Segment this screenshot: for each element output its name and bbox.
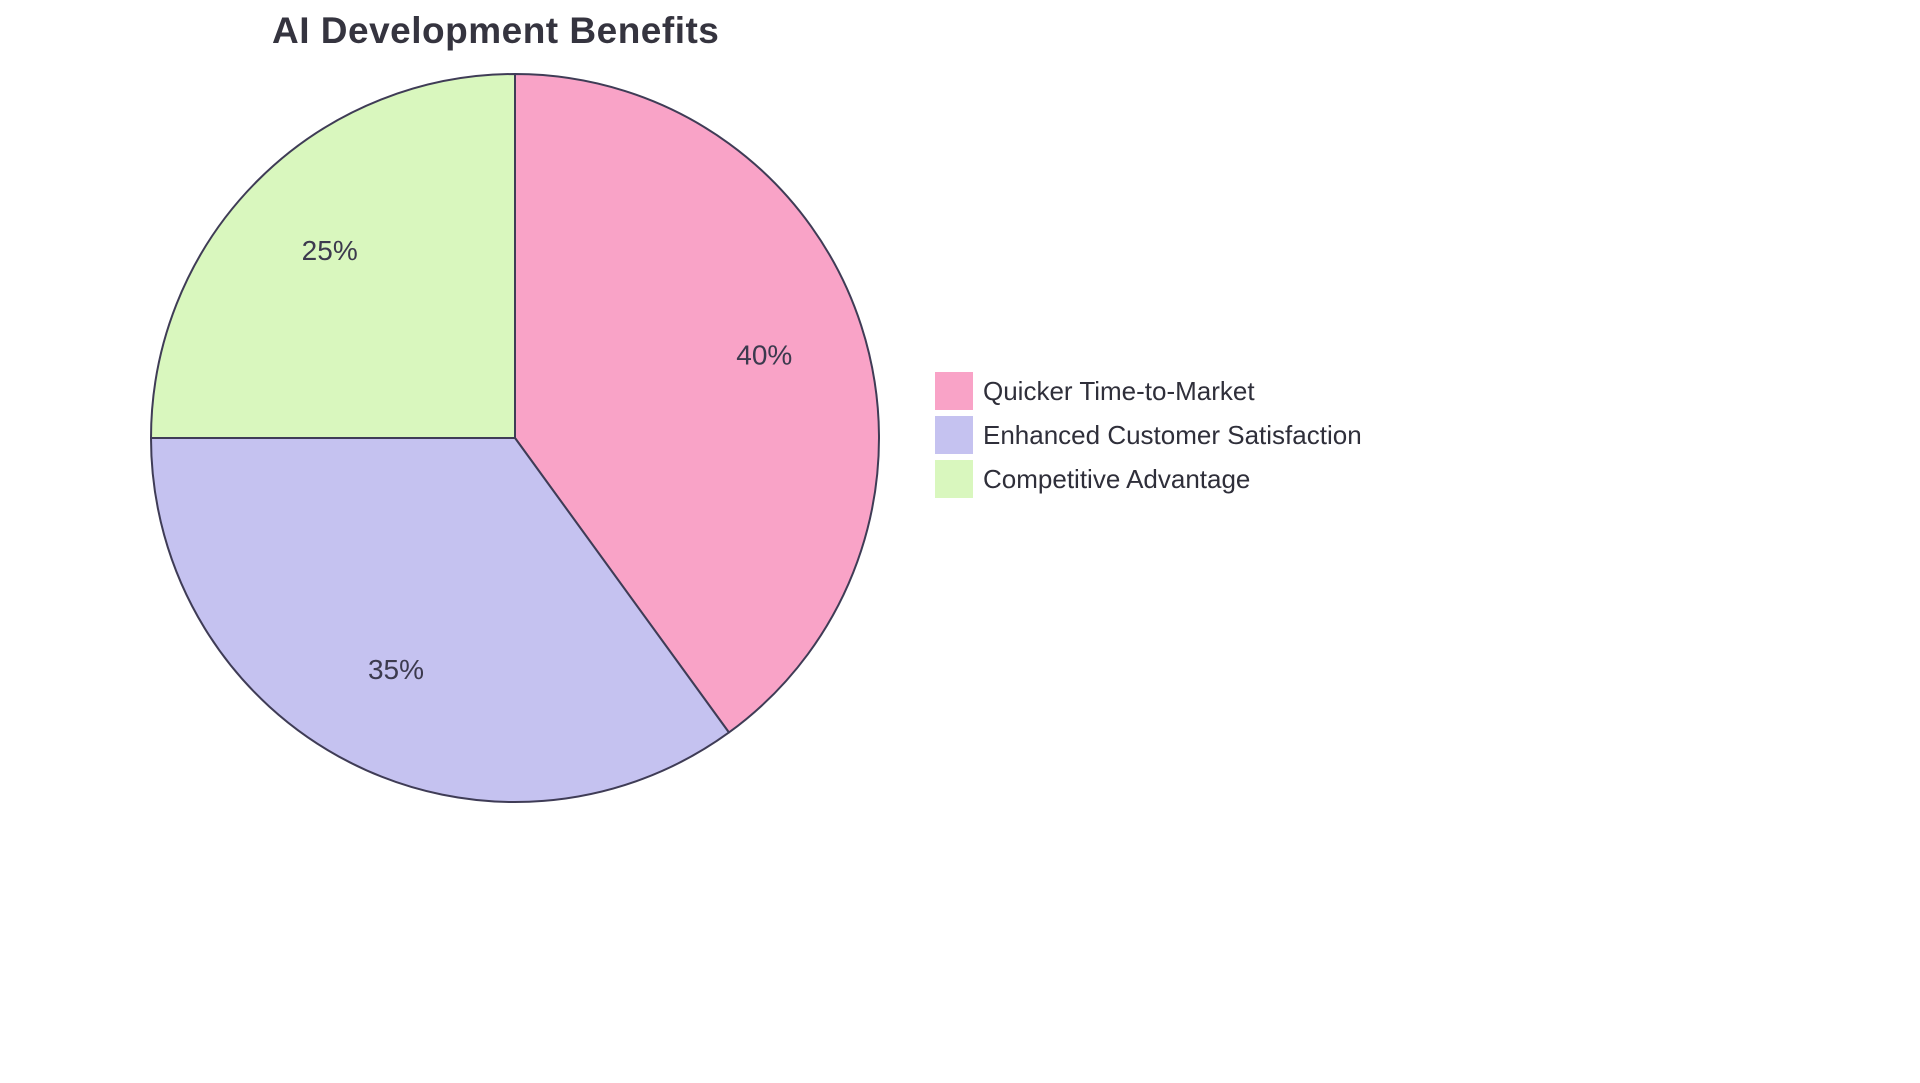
legend-item-competitive-advantage: Competitive Advantage — [935, 460, 1362, 498]
slice-value-label: 25% — [302, 235, 358, 266]
legend-label: Competitive Advantage — [983, 463, 1251, 494]
legend-label: Enhanced Customer Satisfaction — [983, 419, 1362, 450]
legend-swatch — [935, 460, 973, 498]
legend: Quicker Time-to-Market Enhanced Customer … — [935, 372, 1362, 498]
slice-value-label: 35% — [368, 654, 424, 685]
legend-item-quicker-time-to-market: Quicker Time-to-Market — [935, 372, 1362, 410]
pie-slice-enhanced-customer-satisfaction — [150, 437, 730, 803]
pie-slice-quicker-time-to-market — [514, 73, 880, 734]
slice-value-label: 40% — [736, 339, 792, 370]
chart-title: AI Development Benefits — [272, 10, 720, 51]
legend-swatch — [935, 372, 973, 410]
pie-slice-competitive-advantage — [150, 73, 516, 439]
legend-label: Quicker Time-to-Market — [983, 375, 1255, 406]
legend-swatch — [935, 416, 973, 454]
legend-item-enhanced-customer-satisfaction: Enhanced Customer Satisfaction — [935, 416, 1362, 454]
